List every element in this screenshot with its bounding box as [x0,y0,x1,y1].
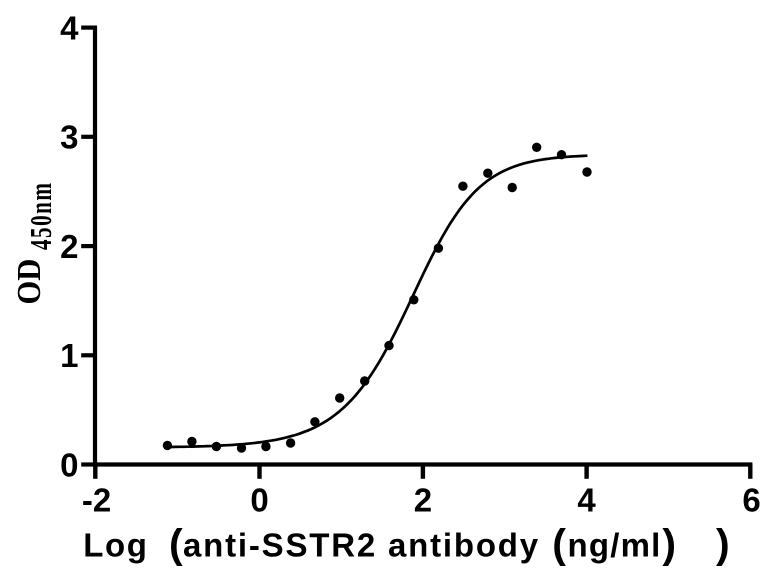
svg-text:(: ( [169,521,183,567]
svg-text:4: 4 [577,482,596,519]
svg-text:6: 6 [742,482,760,519]
svg-text:4: 4 [60,9,79,46]
svg-text:OD: OD [10,259,48,305]
svg-text:1: 1 [60,337,78,374]
svg-text:ng/ml: ng/ml [568,527,662,564]
svg-text:Log: Log [83,527,148,564]
svg-text:0: 0 [250,482,268,519]
svg-text:0: 0 [60,446,78,483]
svg-text:anti-SSTR2 antibody: anti-SSTR2 antibody [183,527,540,564]
svg-text:-2: -2 [82,482,111,519]
svg-text:(: ( [552,521,566,567]
svg-text:2: 2 [60,228,78,265]
svg-text:): ) [716,521,730,567]
svg-text:): ) [662,521,676,567]
svg-text:3: 3 [60,119,78,156]
svg-text:2: 2 [414,482,432,519]
svg-text:450nm: 450nm [23,182,58,250]
